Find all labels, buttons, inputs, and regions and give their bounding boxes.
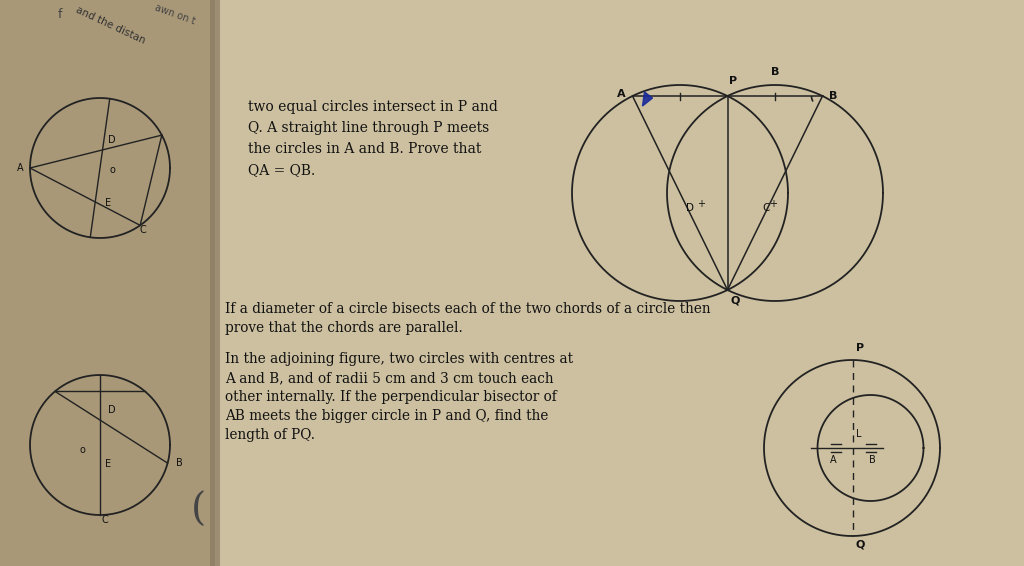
Text: D: D [109,135,116,145]
Text: B: B [869,455,876,465]
Text: o: o [110,165,115,175]
Text: A: A [830,455,837,465]
Text: C: C [139,225,146,235]
Text: two equal circles intersect in P and: two equal circles intersect in P and [248,100,498,114]
Text: A: A [616,89,626,99]
Text: Q. A straight line through P meets: Q. A straight line through P meets [248,121,489,135]
Text: Q: Q [856,540,865,550]
Text: E: E [104,198,111,208]
Text: the circles in A and B. Prove that: the circles in A and B. Prove that [248,142,481,156]
Text: C: C [101,515,109,525]
Text: If a diameter of a circle bisects each of the two chords of a circle then: If a diameter of a circle bisects each o… [225,302,711,316]
Text: +: + [769,199,777,209]
Text: awn on t: awn on t [154,2,197,26]
Text: other internally. If the perpendicular bisector of: other internally. If the perpendicular b… [225,390,557,404]
Text: In the adjoining figure, two circles with centres at: In the adjoining figure, two circles wit… [225,352,573,366]
Text: +: + [697,199,705,209]
Text: D: D [109,405,116,415]
Text: P: P [729,76,737,86]
Text: L: L [856,429,861,439]
Text: prove that the chords are parallel.: prove that the chords are parallel. [225,321,463,335]
Text: Q: Q [730,296,740,306]
Text: E: E [104,459,111,469]
Text: B: B [175,458,182,468]
Text: B: B [771,67,779,77]
Polygon shape [642,92,652,106]
Text: AB meets the bigger circle in P and Q, find the: AB meets the bigger circle in P and Q, f… [225,409,549,423]
Bar [215,0,1024,566]
Text: (: ( [190,491,206,529]
Bar [0,0,215,566]
Text: P: P [856,343,864,353]
Text: and the distan: and the distan [74,5,146,46]
Text: A and B, and of radii 5 cm and 3 cm touch each: A and B, and of radii 5 cm and 3 cm touc… [225,371,554,385]
Text: C: C [762,203,770,213]
Text: D: D [686,203,694,213]
Text: B: B [828,91,837,101]
Text: A: A [17,163,24,173]
Text: f: f [57,8,62,21]
Text: o: o [79,445,85,455]
Text: length of PQ.: length of PQ. [225,428,315,442]
Text: QA = QB.: QA = QB. [248,163,315,177]
Bar [210,0,220,566]
